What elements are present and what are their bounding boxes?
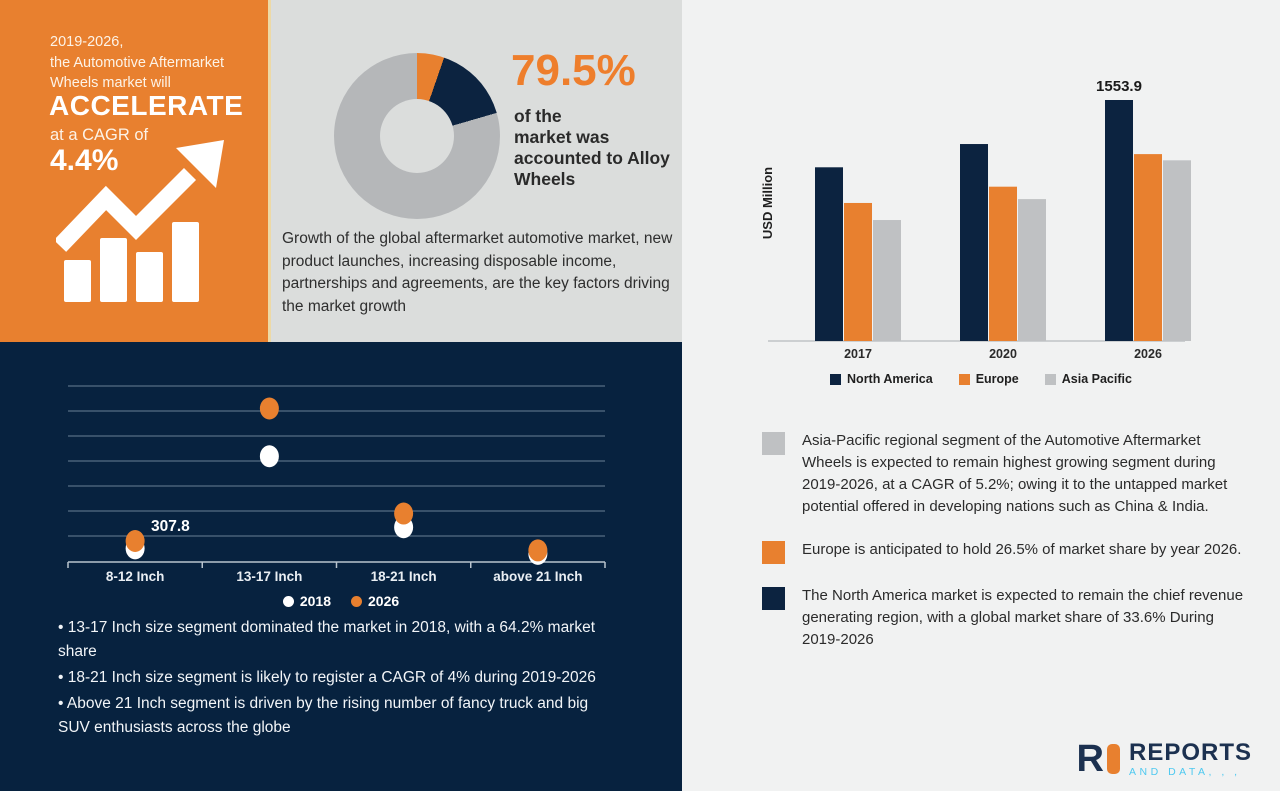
insight-asia-pacific-text: Asia-Pacific regional segment of the Aut… bbox=[802, 432, 1228, 515]
reports-and-data-logo: R REPORTS AND DATA, , , bbox=[1076, 738, 1252, 781]
bar-North America bbox=[960, 144, 988, 341]
legend-item-asia-pacific: Asia Pacific bbox=[1044, 372, 1132, 386]
legend-2018-label: 2018 bbox=[299, 593, 331, 609]
legend-europe-label: Europe bbox=[975, 372, 1019, 386]
bar-North America bbox=[1105, 100, 1133, 341]
bar-Asia Pacific bbox=[873, 220, 901, 341]
legend-north-america-label: North America bbox=[847, 372, 933, 386]
logo-title: REPORTS bbox=[1128, 739, 1252, 766]
alloy-share-caption: of the market was accounted to Alloy Whe… bbox=[514, 106, 670, 189]
bar-North America bbox=[815, 167, 843, 341]
bullet-18-21-inch: 18-21 Inch size segment is likely to reg… bbox=[58, 666, 614, 690]
regional-panel: 2017 2020 2026 1553.9 USD Million North Amer… bbox=[682, 0, 1280, 791]
data-label-307-8: 307.8 bbox=[151, 518, 190, 535]
legend-item-2018: 2018 bbox=[282, 593, 331, 609]
legend-item-north-america: North America bbox=[830, 372, 933, 386]
logo-dots: , , , bbox=[1208, 766, 1241, 778]
donut-chart bbox=[334, 53, 500, 219]
cagr-value: 4.4% bbox=[50, 144, 119, 177]
legend-2018-swatch bbox=[282, 595, 294, 607]
bar-Asia Pacific bbox=[1018, 199, 1046, 341]
insight-north-america-swatch bbox=[762, 587, 785, 610]
donut-hole bbox=[380, 99, 454, 173]
growth-arrow-icon bbox=[56, 140, 224, 302]
wheel-size-panel: 8-12 Inch 13-17 Inch 18-21 Inch above 21 In… bbox=[0, 342, 682, 791]
x-axis-year-label: 2017 bbox=[844, 347, 872, 361]
logo-mark: R bbox=[1076, 738, 1120, 781]
legend-north-america-swatch bbox=[830, 373, 842, 385]
legend-asia-pacific-label: Asia Pacific bbox=[1061, 372, 1132, 386]
x-axis-category-label: 8-12 Inch bbox=[106, 569, 165, 584]
x-axis-category-label: above 21 Inch bbox=[493, 569, 582, 584]
insight-north-america: The North America market is expected to … bbox=[762, 585, 1244, 651]
x-axis-category-label: 13-17 Inch bbox=[236, 569, 302, 584]
dot-plot-legend: 2018 2026 bbox=[0, 593, 682, 609]
legend-2026-label: 2026 bbox=[368, 593, 400, 609]
y-axis-label: USD Million bbox=[760, 167, 775, 239]
logo-text: REPORTS AND DATA, , , bbox=[1128, 739, 1252, 779]
dot-plot-chart: 8-12 Inch 13-17 Inch 18-21 Inch above 21 In… bbox=[67, 385, 606, 584]
legend-asia-pacific-swatch bbox=[1044, 373, 1056, 385]
bullet-above-21-inch: Above 21 Inch segment is driven by the r… bbox=[58, 692, 614, 740]
insight-asia-pacific: Asia-Pacific regional segment of the Aut… bbox=[762, 430, 1244, 518]
data-point-2026 bbox=[259, 397, 279, 420]
logo-pill-icon bbox=[1106, 744, 1120, 775]
alloy-share-value: 79.5% bbox=[511, 46, 636, 95]
intro-text: 2019-2026, the Automotive Aftermarket Wh… bbox=[50, 34, 225, 91]
growth-drivers-paragraph: Growth of the global aftermarket automot… bbox=[282, 230, 673, 315]
data-label-1553-9: 1553.9 bbox=[1096, 78, 1142, 95]
data-point-2026 bbox=[528, 539, 548, 562]
insight-asia-pacific-swatch bbox=[762, 432, 785, 455]
legend-item-2026: 2026 bbox=[351, 593, 399, 609]
x-axis-category-label: 18-21 Inch bbox=[371, 569, 437, 584]
insight-north-america-text: The North America market is expected to … bbox=[802, 587, 1244, 648]
bar-Europe bbox=[844, 202, 872, 341]
bar-chart-legend: North America Europe Asia Pacific bbox=[682, 372, 1280, 386]
bar-Europe bbox=[1134, 154, 1162, 341]
bar-Europe bbox=[989, 186, 1017, 341]
accelerate-text: ACCELERATE bbox=[49, 90, 244, 121]
legend-item-europe: Europe bbox=[958, 372, 1019, 386]
bullet-13-17-inch: 13-17 Inch size segment dominated the ma… bbox=[58, 616, 614, 664]
regional-insights: Asia-Pacific regional segment of the Aut… bbox=[762, 430, 1244, 672]
alloy-wheels-panel: 79.5% of the market was accounted to All… bbox=[271, 0, 682, 342]
legend-europe-swatch bbox=[958, 373, 970, 385]
insight-europe-swatch bbox=[762, 541, 785, 564]
x-axis-year-label: 2020 bbox=[989, 347, 1017, 361]
data-point-2018 bbox=[259, 445, 279, 468]
cagr-label: at a CAGR of bbox=[50, 126, 149, 144]
data-point-2026 bbox=[394, 502, 414, 525]
data-point-2026 bbox=[125, 530, 145, 552]
panel-separator bbox=[268, 0, 271, 342]
cagr-panel: 2019-2026, the Automotive Aftermarket Wh… bbox=[0, 0, 268, 342]
x-axis-year-label: 2026 bbox=[1134, 347, 1162, 361]
logo-r-letter: R bbox=[1076, 738, 1104, 781]
wheel-size-bullets: 13-17 Inch size segment dominated the ma… bbox=[58, 616, 614, 742]
insight-europe: Europe is anticipated to hold 26.5% of m… bbox=[762, 539, 1244, 564]
bar-Asia Pacific bbox=[1163, 160, 1191, 341]
legend-2026-swatch bbox=[351, 595, 362, 607]
logo-subtitle: AND DATA, , , bbox=[1128, 766, 1241, 778]
bar-chart: 2017 2020 2026 1553.9 USD Million bbox=[760, 78, 1191, 361]
insight-europe-text: Europe is anticipated to hold 26.5% of m… bbox=[802, 541, 1242, 558]
